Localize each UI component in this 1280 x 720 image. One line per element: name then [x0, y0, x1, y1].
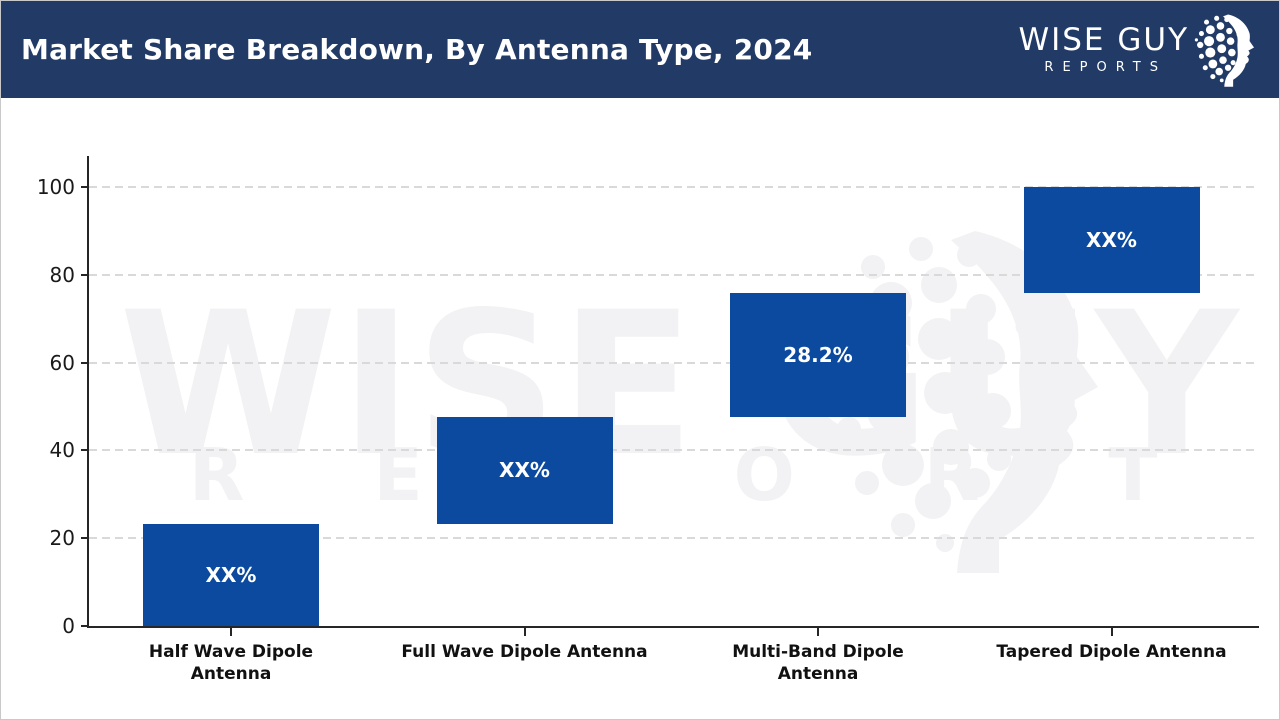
y-tick-label: 0: [62, 614, 75, 638]
bar-value-label: 28.2%: [783, 343, 853, 368]
bar-value-label: XX%: [499, 458, 550, 483]
x-tick-mark: [1110, 628, 1113, 636]
bar-value-label: XX%: [1086, 228, 1137, 253]
y-tick-mark: [81, 361, 89, 364]
gridline: [89, 186, 1259, 188]
gridline: [89, 449, 1259, 452]
y-tick-mark: [81, 537, 89, 540]
y-tick-label: 40: [49, 438, 75, 463]
y-tick-label: 80: [49, 262, 75, 287]
logo: WISE GUY REPORTS: [1018, 12, 1255, 88]
x-category-label: Tapered Dipole Antenna: [996, 642, 1227, 662]
x-axis-line: [87, 626, 1259, 628]
bar-segment: XX%: [143, 523, 319, 626]
x-category-label: Multi-Band Dipole Antenna: [732, 642, 904, 684]
gridline: [89, 537, 1259, 540]
x-tick-mark: [523, 628, 526, 636]
x-category-label: Half Wave Dipole Antenna: [148, 642, 314, 684]
logo-subtext: REPORTS: [1044, 60, 1168, 75]
header: Market Share Breakdown, By Antenna Type,…: [1, 1, 1279, 98]
logo-text: WISE GUY REPORTS: [1018, 22, 1189, 75]
logo-face-icon: [1191, 12, 1255, 88]
bar-segment: 28.2%: [730, 293, 906, 418]
logo-wordmark: WISE GUY: [1018, 22, 1189, 58]
y-tick-mark: [81, 186, 89, 188]
gridline: [89, 273, 1259, 276]
watermark-subtext: R E P O R T S: [189, 433, 1280, 517]
y-tick-label: 100: [36, 175, 75, 199]
y-tick-mark: [81, 273, 89, 276]
y-tick-label: 60: [49, 350, 75, 375]
y-axis-line: [87, 156, 89, 628]
x-tick-mark: [817, 628, 819, 636]
x-tick-mark: [230, 628, 232, 636]
x-category-label: Full Wave Dipole Antenna: [401, 642, 648, 662]
bar-value-label: XX%: [205, 562, 257, 587]
bar-segment: XX%: [436, 417, 613, 524]
y-tick-mark: [81, 449, 89, 452]
page-title: Market Share Breakdown, By Antenna Type,…: [21, 33, 813, 66]
watermark-wordmark: WISE GUY: [119, 269, 1241, 500]
y-tick-label: 20: [49, 526, 75, 551]
gridline: [89, 361, 1259, 364]
bar-segment: XX%: [1023, 187, 1200, 294]
y-tick-mark: [81, 625, 89, 627]
